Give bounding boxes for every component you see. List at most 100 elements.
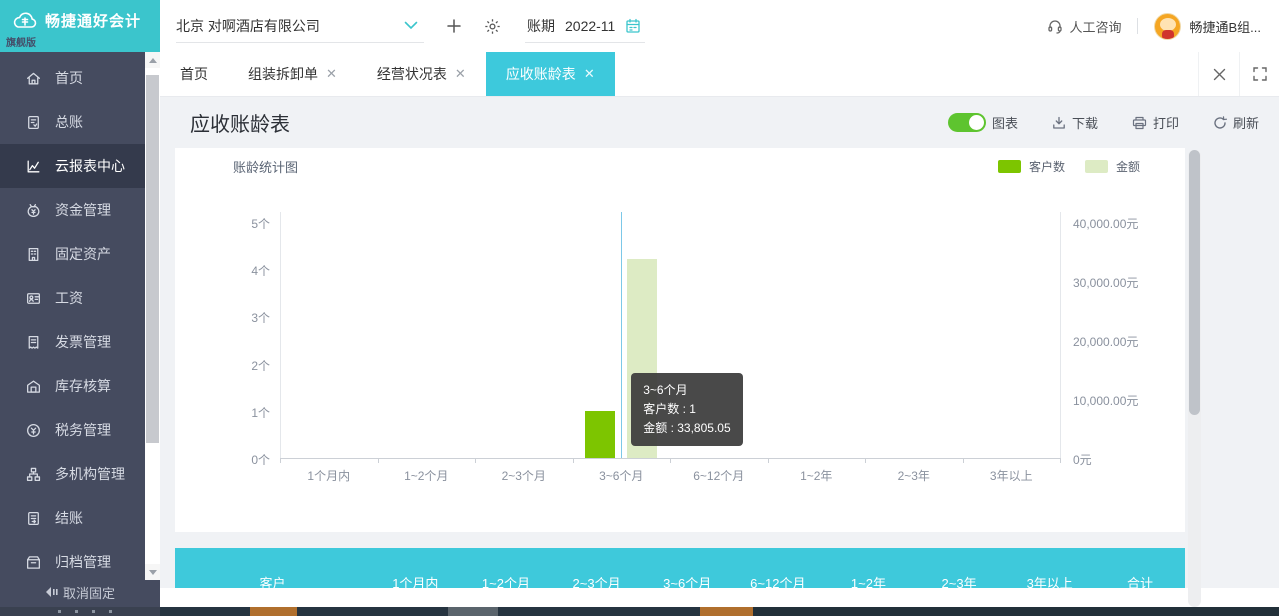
sidebar-item-label: 税务管理: [55, 422, 111, 438]
user-name[interactable]: 畅捷通B组...: [1189, 19, 1261, 35]
sidebar-item-inventory[interactable]: 库存核算: [0, 364, 160, 408]
sidebar-item-invoice[interactable]: 发票管理: [0, 320, 160, 364]
cloud-report-icon: [27, 160, 40, 172]
sidebar-item-salary[interactable]: 工资: [0, 276, 160, 320]
invoice-icon: [28, 335, 39, 349]
x-axis-tick: [280, 458, 281, 463]
company-selector[interactable]: 北京 对啊酒店有限公司: [176, 9, 424, 43]
print-label: 打印: [1152, 116, 1179, 131]
sidebar-item-label: 结账: [55, 510, 83, 526]
y-axis-left: [280, 212, 281, 458]
content-scrollbar-thumb[interactable]: [1189, 150, 1200, 415]
support-link[interactable]: 人工咨询: [1047, 17, 1121, 36]
sidebar-item-tax[interactable]: 税务管理: [0, 408, 160, 452]
sidebar-item-archive[interactable]: 归档管理: [0, 540, 160, 584]
sidebar-item-ledger[interactable]: 总账: [0, 100, 160, 144]
period-picker[interactable]: 账期 2022-11: [525, 9, 646, 43]
y-tick-left: 3个: [251, 311, 270, 326]
legend-swatch: [997, 160, 1021, 173]
sidebar-item-cloud-report[interactable]: 云报表中心: [0, 144, 160, 188]
x-tick-label: 1~2个月: [404, 469, 449, 483]
x-axis-tick: [670, 458, 671, 463]
legend-item-客户数[interactable]: 客户数: [997, 158, 1065, 175]
y-tick-right: 40,000.00元: [1073, 217, 1139, 231]
scroll-up-button[interactable]: [145, 52, 160, 68]
headset-icon: [1047, 18, 1063, 34]
tab-1[interactable]: 首页: [160, 52, 228, 96]
closing-icon: [28, 511, 39, 525]
toggle-switch[interactable]: [947, 113, 986, 132]
user-avatar[interactable]: [1154, 12, 1182, 40]
divider: [1137, 18, 1139, 34]
sidebar-item-org[interactable]: 多机构管理: [0, 452, 160, 496]
print-button[interactable]: 打印: [1132, 113, 1179, 132]
triangle-up-icon: [148, 57, 157, 63]
x-tick-label: 2~3个月: [501, 469, 546, 483]
tab-4[interactable]: 应收账龄表 ✕: [485, 52, 615, 96]
sidebar-item-closing[interactable]: 结账: [0, 496, 160, 540]
scroll-down-button[interactable]: [145, 564, 160, 580]
sidebar-item-label: 资金管理: [55, 202, 111, 218]
sidebar-unpin[interactable]: 取消固定: [0, 577, 160, 607]
chart-legend: 客户数 金额: [997, 158, 1140, 175]
legend-label: 金额: [1115, 160, 1140, 174]
content-scrollbar[interactable]: [1188, 150, 1201, 607]
table-header-cell: 1个月内: [392, 576, 439, 588]
x-axis-tick: [767, 458, 769, 463]
sidebar-item-fund[interactable]: 资金管理: [0, 188, 160, 232]
org-icon: [26, 467, 41, 481]
chart-tooltip: 3~6个月 客户数 : 1 金额 : 33,805.05: [631, 373, 743, 446]
os-taskbar-sliver: [0, 607, 1279, 616]
table-header-cell: 1~2年: [850, 576, 886, 588]
x-axis-tick: [377, 458, 379, 463]
table-header-cell: 6~12个月: [750, 576, 806, 588]
topbar: 北京 对啊酒店有限公司 账期 2022-11: [160, 0, 1279, 52]
sidebar-item-label: 云报表中心: [55, 158, 125, 174]
chart-title: 账龄统计图: [233, 160, 299, 175]
sidebar-item-label: 总账: [55, 114, 83, 130]
add-company-button[interactable]: [446, 18, 462, 34]
chart-toggle[interactable]: 图表: [947, 113, 1018, 132]
triangle-down-icon: [148, 569, 157, 575]
tab-close-icon[interactable]: ✕: [454, 66, 466, 81]
close-all-tabs-button[interactable]: [1199, 52, 1239, 96]
tab-close-icon[interactable]: ✕: [583, 66, 595, 81]
sidebar-item-asset[interactable]: 固定资产: [0, 232, 160, 276]
tooltip-line: 金额 : 33,805.05: [643, 421, 731, 435]
x-axis-tick: [962, 458, 964, 463]
main-content: 应收账龄表 图表 下载: [160, 97, 1279, 607]
download-icon: [1052, 116, 1066, 130]
tab-2[interactable]: 组装拆卸单 ✕: [228, 52, 357, 96]
x-axis-tick: [572, 458, 574, 463]
calendar-icon[interactable]: [625, 18, 641, 34]
tab-label: 应收账龄表: [505, 66, 576, 82]
legend-item-金额[interactable]: 金额: [1084, 158, 1140, 175]
tab-close-icon[interactable]: ✕: [326, 66, 337, 81]
taskbar-icons: [58, 610, 112, 613]
tab-3[interactable]: 经营状况表 ✕: [357, 52, 486, 96]
chart-bar-客户数[interactable]: [585, 410, 616, 458]
sidebar-item-label: 首页: [55, 70, 83, 86]
sidebar-item-home[interactable]: 首页: [0, 56, 160, 100]
tax-icon: [27, 423, 40, 437]
settings-gear-icon[interactable]: [484, 18, 501, 35]
tab-label: 组装拆卸单: [248, 66, 318, 82]
sidebar-item-label: 固定资产: [55, 246, 111, 262]
sidebar-scrollbar[interactable]: [145, 52, 160, 580]
table-header-cell: 3~6个月: [663, 576, 712, 588]
sidebar-scrollbar-thumb[interactable]: [146, 75, 159, 443]
fund-icon: [27, 203, 40, 217]
fullscreen-icon[interactable]: [1239, 52, 1279, 96]
sidebar: 畅捷通好会计 旗舰版 首页 总账 云报表中心 资金管理 固定资产 工资 发票管理 库存核算 税务…: [0, 0, 160, 607]
asset-icon: [28, 247, 39, 261]
x-axis-tick: [475, 458, 476, 463]
refresh-button[interactable]: 刷新: [1213, 113, 1259, 132]
download-button[interactable]: 下载: [1052, 113, 1098, 132]
inventory-icon: [27, 380, 40, 393]
sidebar-item-label: 归档管理: [55, 554, 111, 570]
x-axis-tick: [1060, 458, 1061, 463]
printer-icon: [1132, 116, 1147, 130]
content-bottom-strip: [160, 588, 1279, 607]
y-tick-right: 10,000.00元: [1073, 394, 1139, 408]
aging-table-header: 客户 1个月内 1~2个月 2~3个月 3~6个月 6~12个月 1~2年 2~3年 3年以上 合…: [175, 548, 1185, 588]
